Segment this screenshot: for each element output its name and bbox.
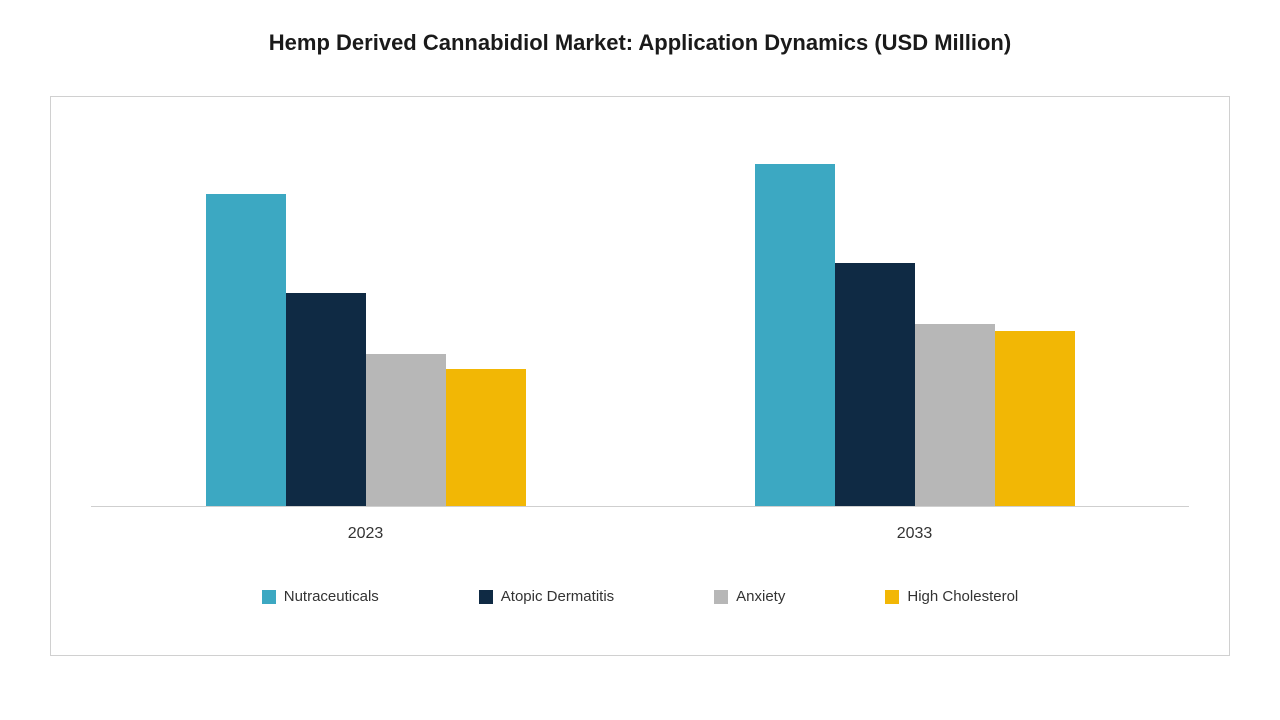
bar-2033-anxiety bbox=[915, 324, 995, 506]
bar-2023-atopic-dermatitis bbox=[286, 293, 366, 506]
bar-group-2023 bbox=[206, 194, 526, 506]
legend-item-high-cholesterol: High Cholesterol bbox=[885, 588, 1018, 605]
x-label-2033: 2033 bbox=[755, 525, 1075, 543]
bar-2033-atopic-dermatitis bbox=[835, 263, 915, 506]
x-axis-labels: 2023 2033 bbox=[91, 525, 1189, 543]
bar-2023-nutraceuticals bbox=[206, 194, 286, 506]
legend-swatch-nutraceuticals bbox=[262, 590, 276, 604]
legend-item-nutraceuticals: Nutraceuticals bbox=[262, 588, 379, 605]
chart-title: Hemp Derived Cannabidiol Market: Applica… bbox=[40, 30, 1240, 56]
x-label-2023: 2023 bbox=[206, 525, 526, 543]
legend: Nutraceuticals Atopic Dermatitis Anxiety… bbox=[91, 588, 1189, 605]
legend-label: Anxiety bbox=[736, 588, 785, 605]
bar-group-2033 bbox=[755, 164, 1075, 506]
bar-2033-high-cholesterol bbox=[995, 331, 1075, 506]
legend-swatch-anxiety bbox=[714, 590, 728, 604]
plot-area bbox=[91, 127, 1189, 507]
bar-2023-anxiety bbox=[366, 354, 446, 506]
legend-item-anxiety: Anxiety bbox=[714, 588, 785, 605]
legend-swatch-atopic-dermatitis bbox=[479, 590, 493, 604]
legend-label: Atopic Dermatitis bbox=[501, 588, 614, 605]
bar-2033-nutraceuticals bbox=[755, 164, 835, 506]
chart-frame: 2023 2033 Nutraceuticals Atopic Dermatit… bbox=[50, 96, 1230, 656]
bar-2023-high-cholesterol bbox=[446, 369, 526, 506]
legend-label: Nutraceuticals bbox=[284, 588, 379, 605]
legend-label: High Cholesterol bbox=[907, 588, 1018, 605]
legend-item-atopic-dermatitis: Atopic Dermatitis bbox=[479, 588, 614, 605]
legend-swatch-high-cholesterol bbox=[885, 590, 899, 604]
